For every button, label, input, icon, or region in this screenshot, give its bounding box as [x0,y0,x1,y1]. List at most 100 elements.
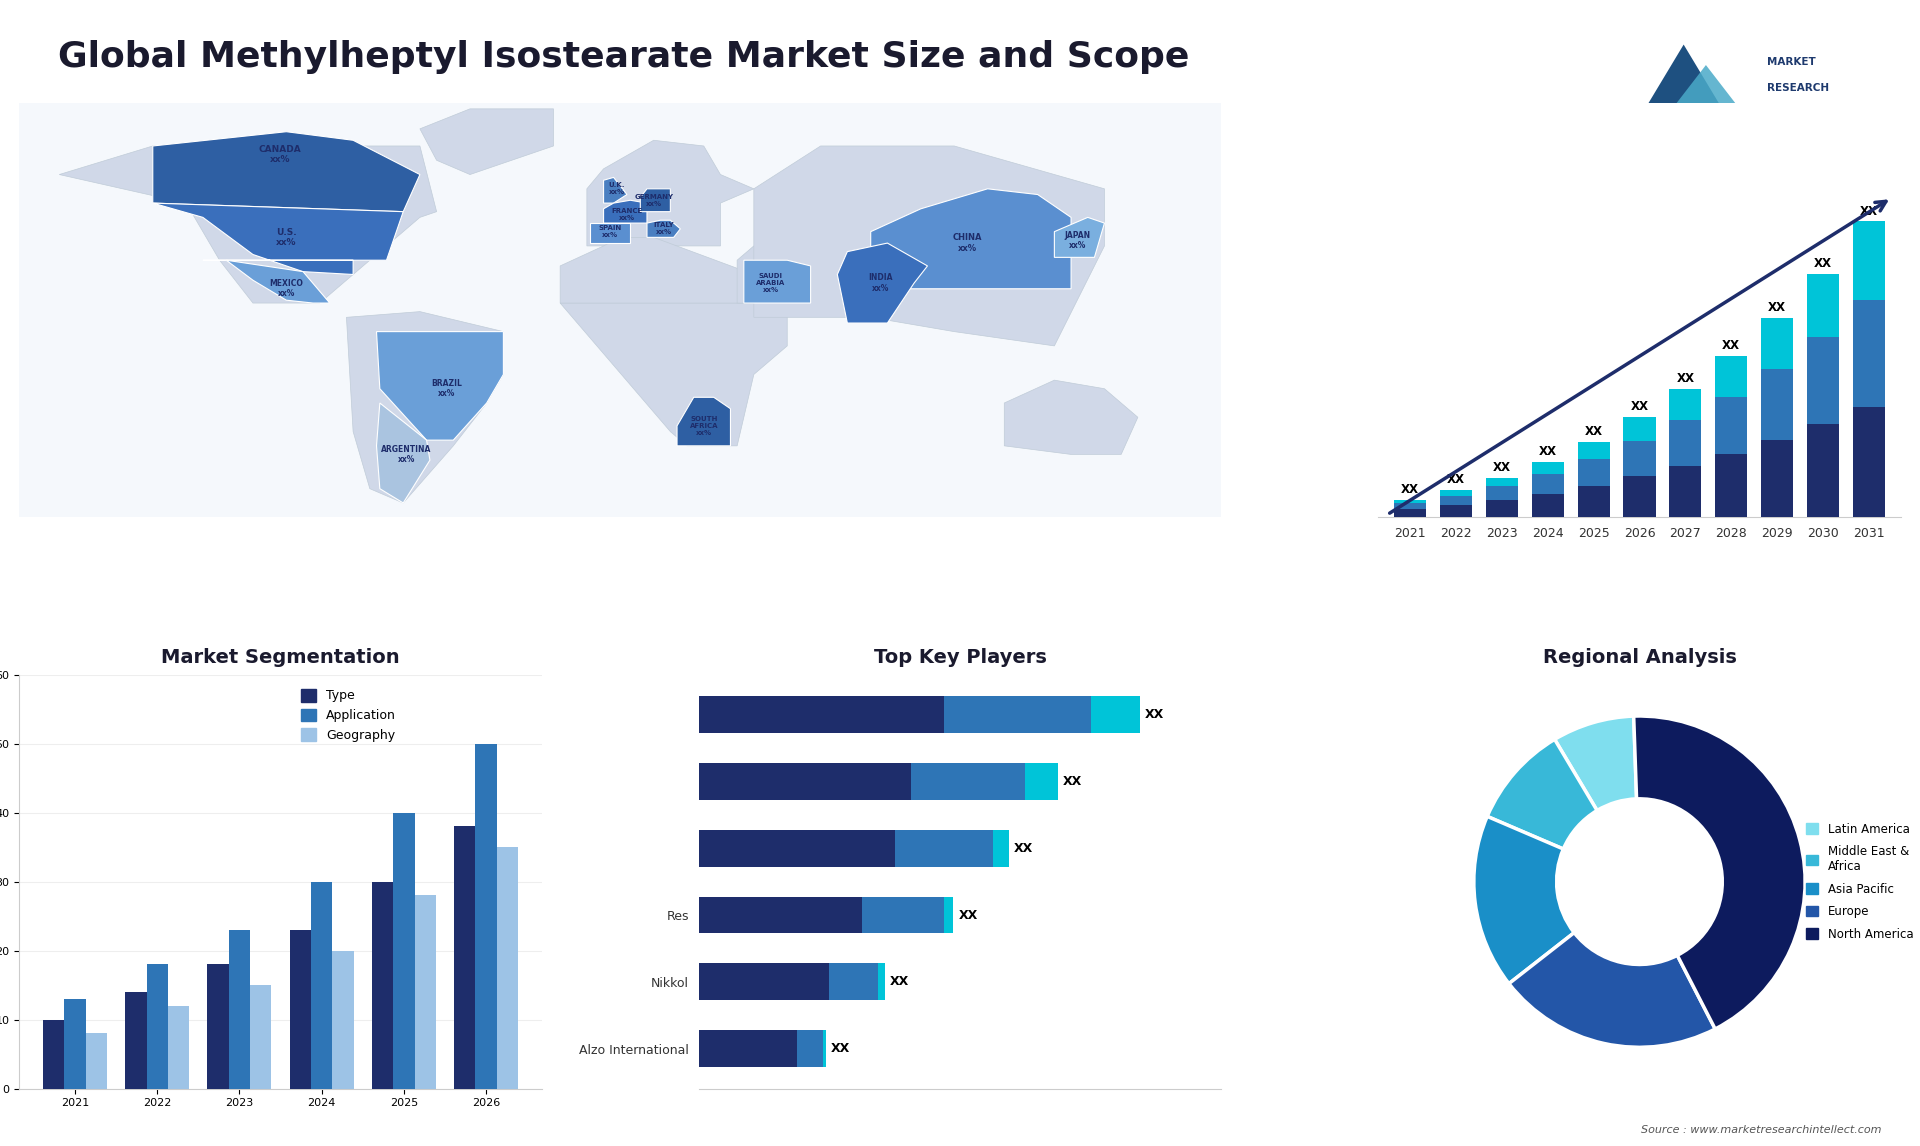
Text: U.K.
xx%: U.K. xx% [609,182,626,195]
Bar [1578,458,1609,486]
Text: ITALY
xx%: ITALY xx% [653,222,674,235]
Bar [228,929,250,1089]
Bar [1715,398,1747,454]
Bar [1761,440,1793,517]
Bar [1761,369,1793,440]
Bar [1486,500,1519,517]
Bar [699,763,910,800]
Text: XX: XX [1584,424,1603,438]
Bar [1624,417,1655,441]
Polygon shape [154,132,420,212]
Bar [476,744,497,1089]
Polygon shape [1004,380,1139,455]
Text: Source : www.marketresearchintellect.com: Source : www.marketresearchintellect.com [1642,1124,1882,1135]
Polygon shape [346,312,503,503]
Bar [1532,494,1563,517]
Text: MEXICO
xx%: MEXICO xx% [269,280,303,298]
Bar [699,697,943,733]
Text: RESEARCH: RESEARCH [1766,84,1830,93]
Wedge shape [1475,816,1574,983]
Bar [1668,388,1701,421]
Polygon shape [561,303,787,446]
Bar [895,830,993,866]
Wedge shape [1634,716,1805,1029]
Legend: Latin America, Middle East &
Africa, Asia Pacific, Europe, North America: Latin America, Middle East & Africa, Asi… [1803,819,1916,944]
Polygon shape [376,403,430,503]
Bar [290,929,311,1089]
Bar [1624,441,1655,477]
Bar [1091,697,1140,733]
Wedge shape [1509,933,1715,1047]
Polygon shape [1628,45,1740,138]
Bar [877,964,885,1000]
Bar [1761,317,1793,369]
Bar [797,1030,824,1067]
Polygon shape [639,189,670,212]
Bar [86,1034,108,1089]
Bar [1440,490,1473,496]
Bar [1532,473,1563,494]
Bar [1394,503,1427,509]
Bar [943,896,954,933]
Bar [1853,300,1885,407]
Bar [1668,466,1701,517]
Bar [394,813,415,1089]
Text: XX: XX [1402,482,1419,496]
Polygon shape [837,243,927,323]
Wedge shape [1488,739,1597,849]
Bar [1807,337,1839,424]
Text: FRANCE
xx%: FRANCE xx% [611,209,643,221]
Bar [1486,478,1519,486]
Bar [824,1030,826,1067]
Bar [1715,356,1747,398]
Bar [829,964,877,1000]
Text: INDIA
xx%: INDIA xx% [868,274,893,292]
Bar [415,895,436,1089]
Polygon shape [60,146,436,303]
Bar [1440,496,1473,505]
Bar [65,999,86,1089]
Bar [1578,441,1609,458]
Bar [1853,407,1885,517]
Polygon shape [755,146,1104,346]
Bar [167,1006,190,1089]
Bar [699,1030,797,1067]
Text: SOUTH
AFRICA
xx%: SOUTH AFRICA xx% [689,416,718,435]
Polygon shape [227,260,330,303]
Text: XX: XX [958,909,977,921]
Text: XX: XX [889,975,908,988]
Bar [699,896,862,933]
Text: XX: XX [1144,708,1164,721]
Bar [1807,274,1839,337]
Bar [372,881,394,1089]
Bar [146,965,167,1089]
Text: U.S.
xx%: U.S. xx% [276,228,298,248]
Bar [1715,454,1747,517]
Text: XX: XX [1814,258,1832,270]
Bar [1668,421,1701,466]
Bar [1394,500,1427,503]
Bar [42,1020,65,1089]
Bar [910,763,1025,800]
Bar [993,830,1010,866]
Text: GERMANY
xx%: GERMANY xx% [634,194,674,206]
Title: Regional Analysis: Regional Analysis [1542,649,1736,667]
Legend: Type, Application, Geography: Type, Application, Geography [298,685,399,746]
Bar [1532,462,1563,473]
Bar [453,826,476,1089]
Text: CANADA
xx%: CANADA xx% [259,144,301,164]
Text: INTELLECT: INTELLECT [1766,110,1830,119]
Polygon shape [376,331,503,440]
Text: XX: XX [1448,473,1465,487]
Text: SAUDI
ARABIA
xx%: SAUDI ARABIA xx% [756,273,785,293]
Text: XX: XX [1630,400,1649,413]
Polygon shape [603,201,647,223]
Text: Global Methylheptyl Isostearate Market Size and Scope: Global Methylheptyl Isostearate Market S… [58,40,1188,74]
Polygon shape [678,398,730,446]
Bar [332,951,353,1089]
Bar [943,697,1091,733]
Bar [699,830,895,866]
Text: XX: XX [1064,775,1083,788]
Polygon shape [1649,65,1763,138]
Bar [1807,424,1839,517]
